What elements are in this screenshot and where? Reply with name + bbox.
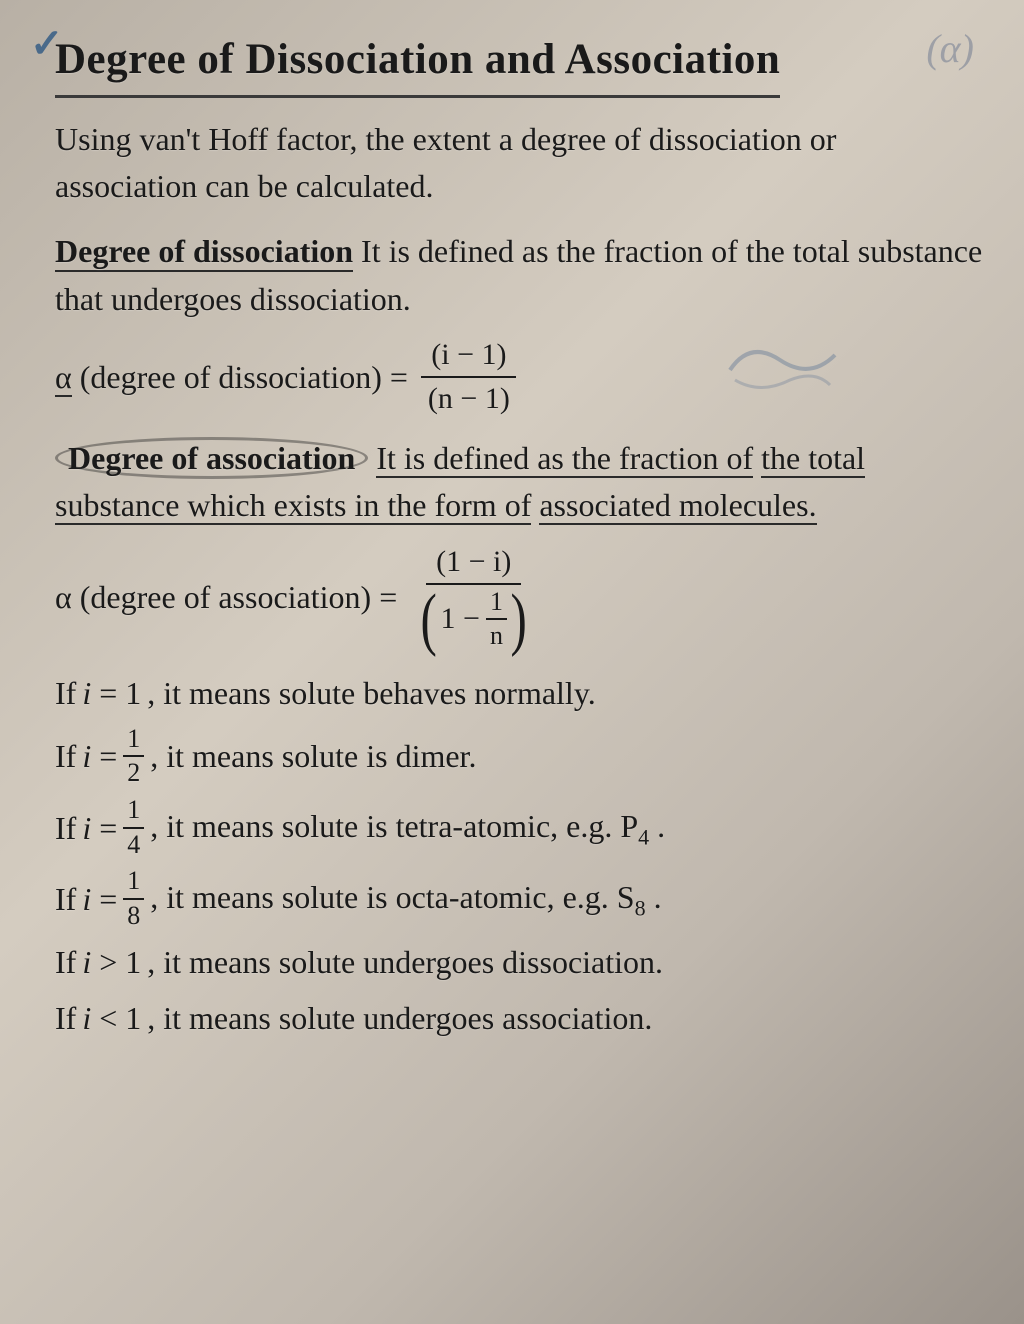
assoc-numerator: (1 − i) xyxy=(426,544,521,585)
association-fraction: (1 − i) ( 1 − 1 n ) xyxy=(407,544,540,651)
alpha-symbol-2: α xyxy=(55,579,72,615)
association-heading: Degree of association xyxy=(55,437,368,479)
dissociation-heading: Degree of dissociation xyxy=(55,233,353,272)
dissoc-numerator: (i − 1) xyxy=(421,337,516,378)
pen-alpha-note: (α) xyxy=(926,25,974,72)
pen-checkmark: ✓ xyxy=(30,20,64,67)
cond4-text: , it means solute is octa-atomic, e.g. S… xyxy=(150,873,661,924)
page-title: Degree of Dissociation and Association xyxy=(55,28,780,98)
cond3-text: , it means solute is tetra-atomic, e.g. … xyxy=(150,802,665,853)
frac-quarter: 1 4 xyxy=(123,796,144,859)
alpha-symbol: α xyxy=(55,359,72,397)
dissociation-formula-label: (degree of dissociation) = xyxy=(80,359,408,395)
assoc-denominator: ( 1 − 1 n ) xyxy=(407,585,540,651)
dissociation-block: Degree of dissociation It is defined as … xyxy=(55,228,984,323)
dissoc-denominator: (n − 1) xyxy=(418,378,520,417)
condition-1: If i = 1 , it means solute behaves norma… xyxy=(55,669,984,717)
association-def-part3: associated molecules. xyxy=(539,487,816,525)
association-formula: α (degree of association) = (1 − i) ( 1 … xyxy=(55,544,984,651)
condition-5: If i > 1 , it means solute undergoes dis… xyxy=(55,938,984,986)
frac-half: 1 2 xyxy=(123,725,144,788)
association-block: Degree of association It is defined as t… xyxy=(55,435,984,530)
condition-3: If i = 1 4 , it means solute is tetra-at… xyxy=(55,796,984,859)
condition-6: If i < 1 , it means solute undergoes ass… xyxy=(55,994,984,1042)
condition-2: If i = 1 2 , it means solute is dimer. xyxy=(55,725,984,788)
assoc-den-left: 1 − xyxy=(441,601,480,637)
dissociation-fraction: (i − 1) (n − 1) xyxy=(418,337,520,417)
condition-4: If i = 1 8 , it means solute is octa-ato… xyxy=(55,867,984,930)
assoc-den-frac: 1 n xyxy=(486,588,507,651)
document-page: Degree of Dissociation and Association U… xyxy=(0,0,1024,1080)
pen-scribble xyxy=(720,335,850,405)
intro-paragraph: Using van't Hoff factor, the extent a de… xyxy=(55,116,984,211)
association-formula-label: (degree of association) = xyxy=(80,579,397,615)
frac-eighth: 1 8 xyxy=(123,867,144,930)
association-def-part1: It is defined as the fraction of xyxy=(376,440,753,478)
